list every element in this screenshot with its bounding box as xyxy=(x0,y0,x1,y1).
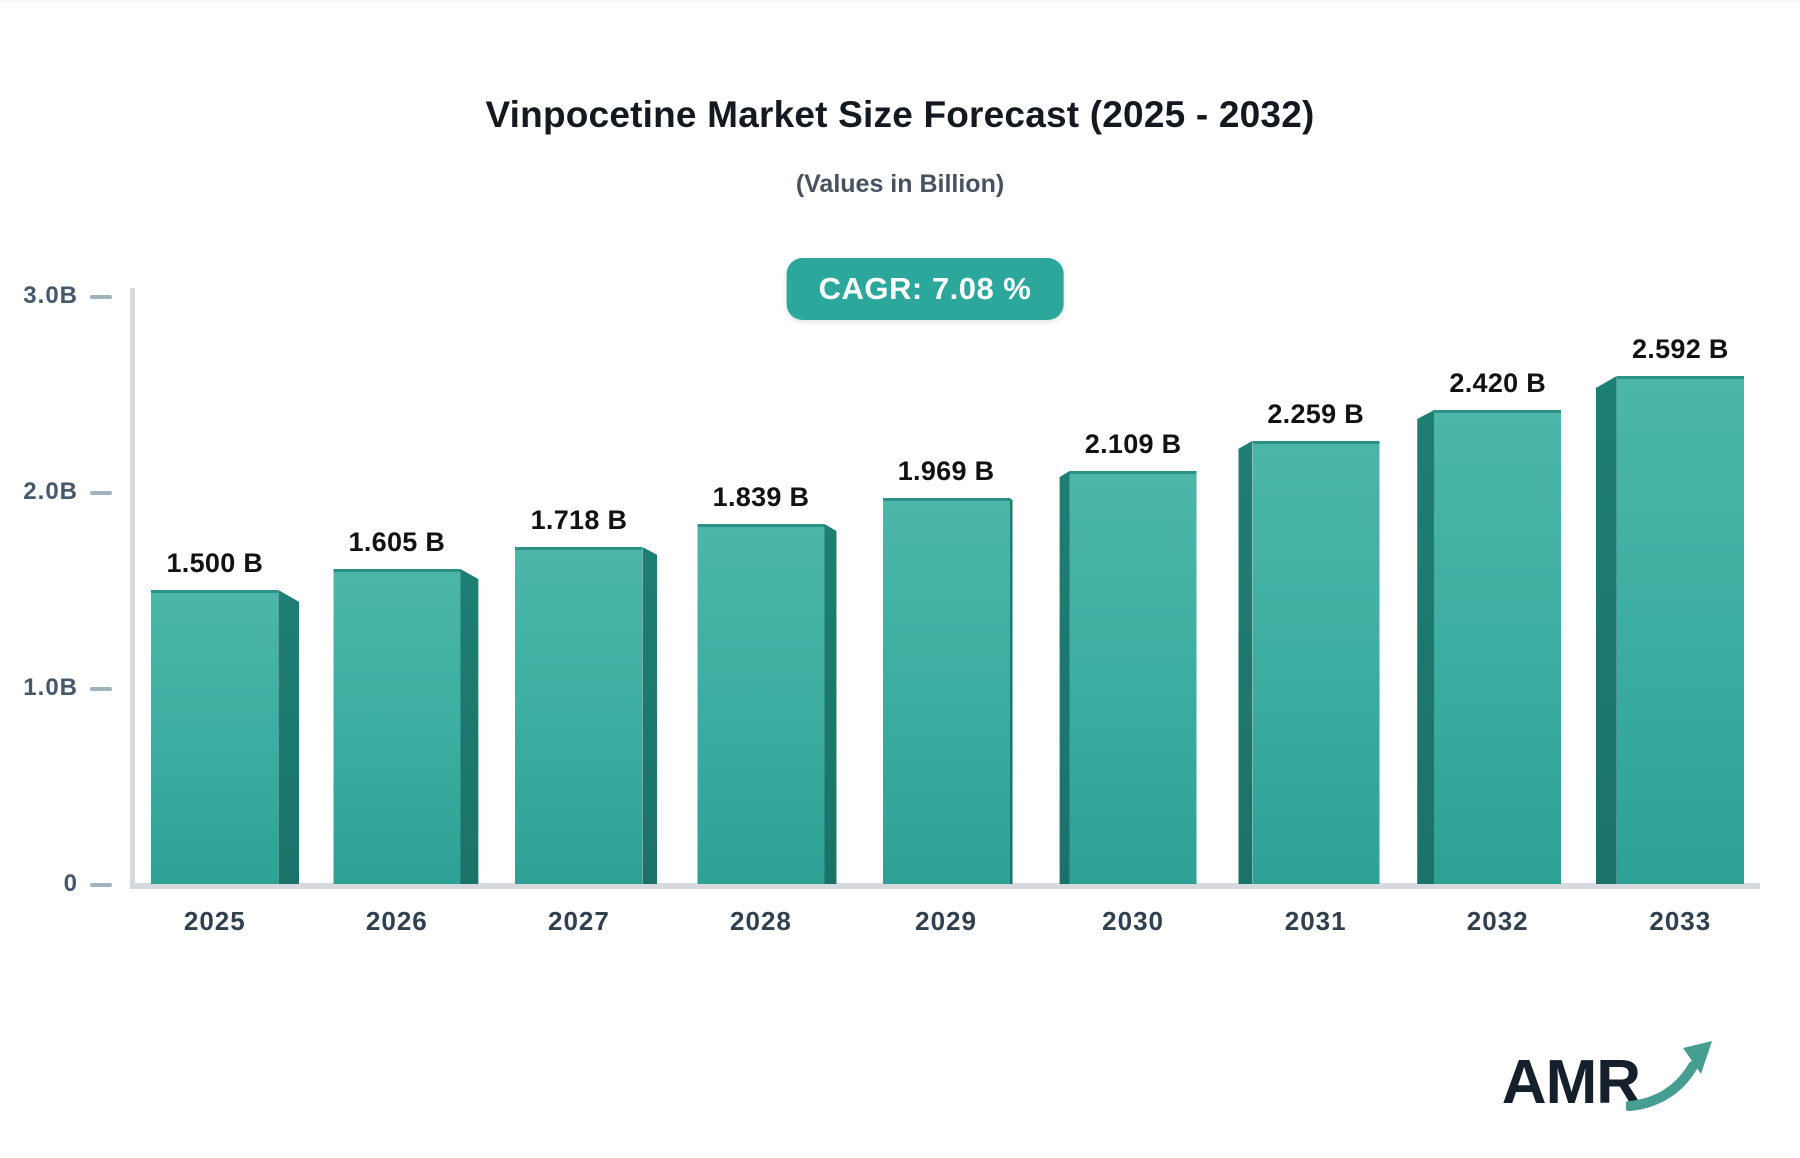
x-tick-label-2030: 2030 xyxy=(1102,906,1165,936)
bar-value-label: 1.718 B xyxy=(530,505,628,535)
bar-main-face xyxy=(515,547,643,884)
bar-slot-2029: 1.969 B xyxy=(857,288,1038,884)
bar-side-face xyxy=(1595,376,1617,884)
bar-side-face xyxy=(1238,441,1253,884)
bars-group: 1.500 B 1.605 B 1.718 B 1.839 B 1.969 B 2.109… xyxy=(135,288,1760,884)
bar-slot-2027: 1.718 B xyxy=(496,288,677,884)
bar-side-face xyxy=(1009,498,1013,884)
bar-slot-2031: 2.259 B xyxy=(1218,288,1399,884)
bar-slot-2032: 2.420 B xyxy=(1399,288,1580,884)
bar-2029 xyxy=(882,498,1013,884)
chart-subtitle: (Values in Billion) xyxy=(795,170,1005,198)
bar-slot-2026: 1.605 B xyxy=(316,288,497,884)
y-tick-label: 2.0B xyxy=(23,478,78,505)
bar-side-face xyxy=(642,547,658,884)
x-tick-label-2033: 2033 xyxy=(1649,906,1712,936)
amr-logo-text: AMR xyxy=(1501,1048,1641,1117)
bar-side-face xyxy=(824,524,837,884)
bar-main-face xyxy=(1616,376,1744,884)
y-tick-label: 0 xyxy=(63,870,78,897)
bar-2027 xyxy=(515,547,658,884)
bar-value-label: 2.592 B xyxy=(1631,334,1729,364)
x-tick-label-2026: 2026 xyxy=(365,906,428,936)
bar-side-face xyxy=(460,569,479,884)
growth-arrow-icon xyxy=(1626,1041,1712,1111)
y-axis-line xyxy=(130,288,135,884)
amr-logo: AMR xyxy=(1502,1038,1714,1114)
bar-side-face xyxy=(1417,410,1435,884)
x-tick-label-2031: 2031 xyxy=(1284,906,1347,936)
bar-value-label: 2.420 B xyxy=(1449,368,1547,398)
bar-slot-2030: 2.109 B xyxy=(1038,288,1219,884)
x-tick-label-2027: 2027 xyxy=(547,906,610,936)
x-tick-label-2029: 2029 xyxy=(915,906,977,936)
x-axis-labels: 2025 2026 2027 2028 2029 2030 2031 2032 2033 xyxy=(135,906,1760,937)
bar-main-face xyxy=(333,569,461,884)
y-tick-label: 1.0B xyxy=(23,674,78,701)
bar-2025 xyxy=(151,590,300,884)
bar-2032 xyxy=(1417,410,1562,884)
cagr-badge: CAGR: 7.08 % xyxy=(786,258,1064,320)
bar-main-face xyxy=(697,524,825,884)
y-axis-ticks: 0 1.0B 2.0B 3.0B xyxy=(23,282,1760,897)
bar-main-face xyxy=(1434,410,1562,884)
bar-value-label: 1.605 B xyxy=(348,527,446,557)
bar-slot-2025: 1.500 B xyxy=(135,288,316,884)
bar-slot-2033: 2.592 B xyxy=(1580,288,1761,884)
y-tick-dash xyxy=(90,687,112,691)
x-tick-label-2028: 2028 xyxy=(730,906,792,936)
cagr-badge-label: CAGR: 7.08 % xyxy=(818,271,1032,306)
bar-2031 xyxy=(1238,441,1380,884)
bar-2026 xyxy=(333,569,479,884)
bar-value-label: 2.109 B xyxy=(1084,429,1182,459)
x-tick-label-2032: 2032 xyxy=(1466,906,1529,936)
y-tick-dash xyxy=(90,491,112,495)
y-tick-dash xyxy=(90,295,112,299)
bar-side-face xyxy=(278,590,300,884)
bar-2033 xyxy=(1595,376,1744,884)
bar-main-face xyxy=(151,590,279,884)
bar-slot-2028: 1.839 B xyxy=(677,288,858,884)
bar-main-face xyxy=(1252,441,1380,884)
plot-area: 0 1.0B 2.0B 3.0B 1.500 B 1.605 B 1.718 B 1.839… xyxy=(23,282,1760,936)
x-tick-label-2025: 2025 xyxy=(183,906,246,936)
x-axis-line xyxy=(130,883,1760,889)
bar-value-label: 1.969 B xyxy=(897,456,995,486)
bar-main-face xyxy=(882,498,1010,884)
bar-side-face xyxy=(1059,471,1070,884)
bar-2030 xyxy=(1059,471,1197,884)
bar-value-label: 1.839 B xyxy=(712,482,810,512)
y-tick-label: 3.0B xyxy=(23,282,78,309)
y-tick-dash xyxy=(90,883,112,887)
chart-title: Vinpocetine Market Size Forecast (2025 -… xyxy=(485,94,1315,135)
bar-value-label: 1.500 B xyxy=(166,548,264,578)
bar-main-face xyxy=(1069,471,1197,884)
bar-value-label: 2.259 B xyxy=(1267,399,1364,429)
bar-2028 xyxy=(697,524,837,884)
